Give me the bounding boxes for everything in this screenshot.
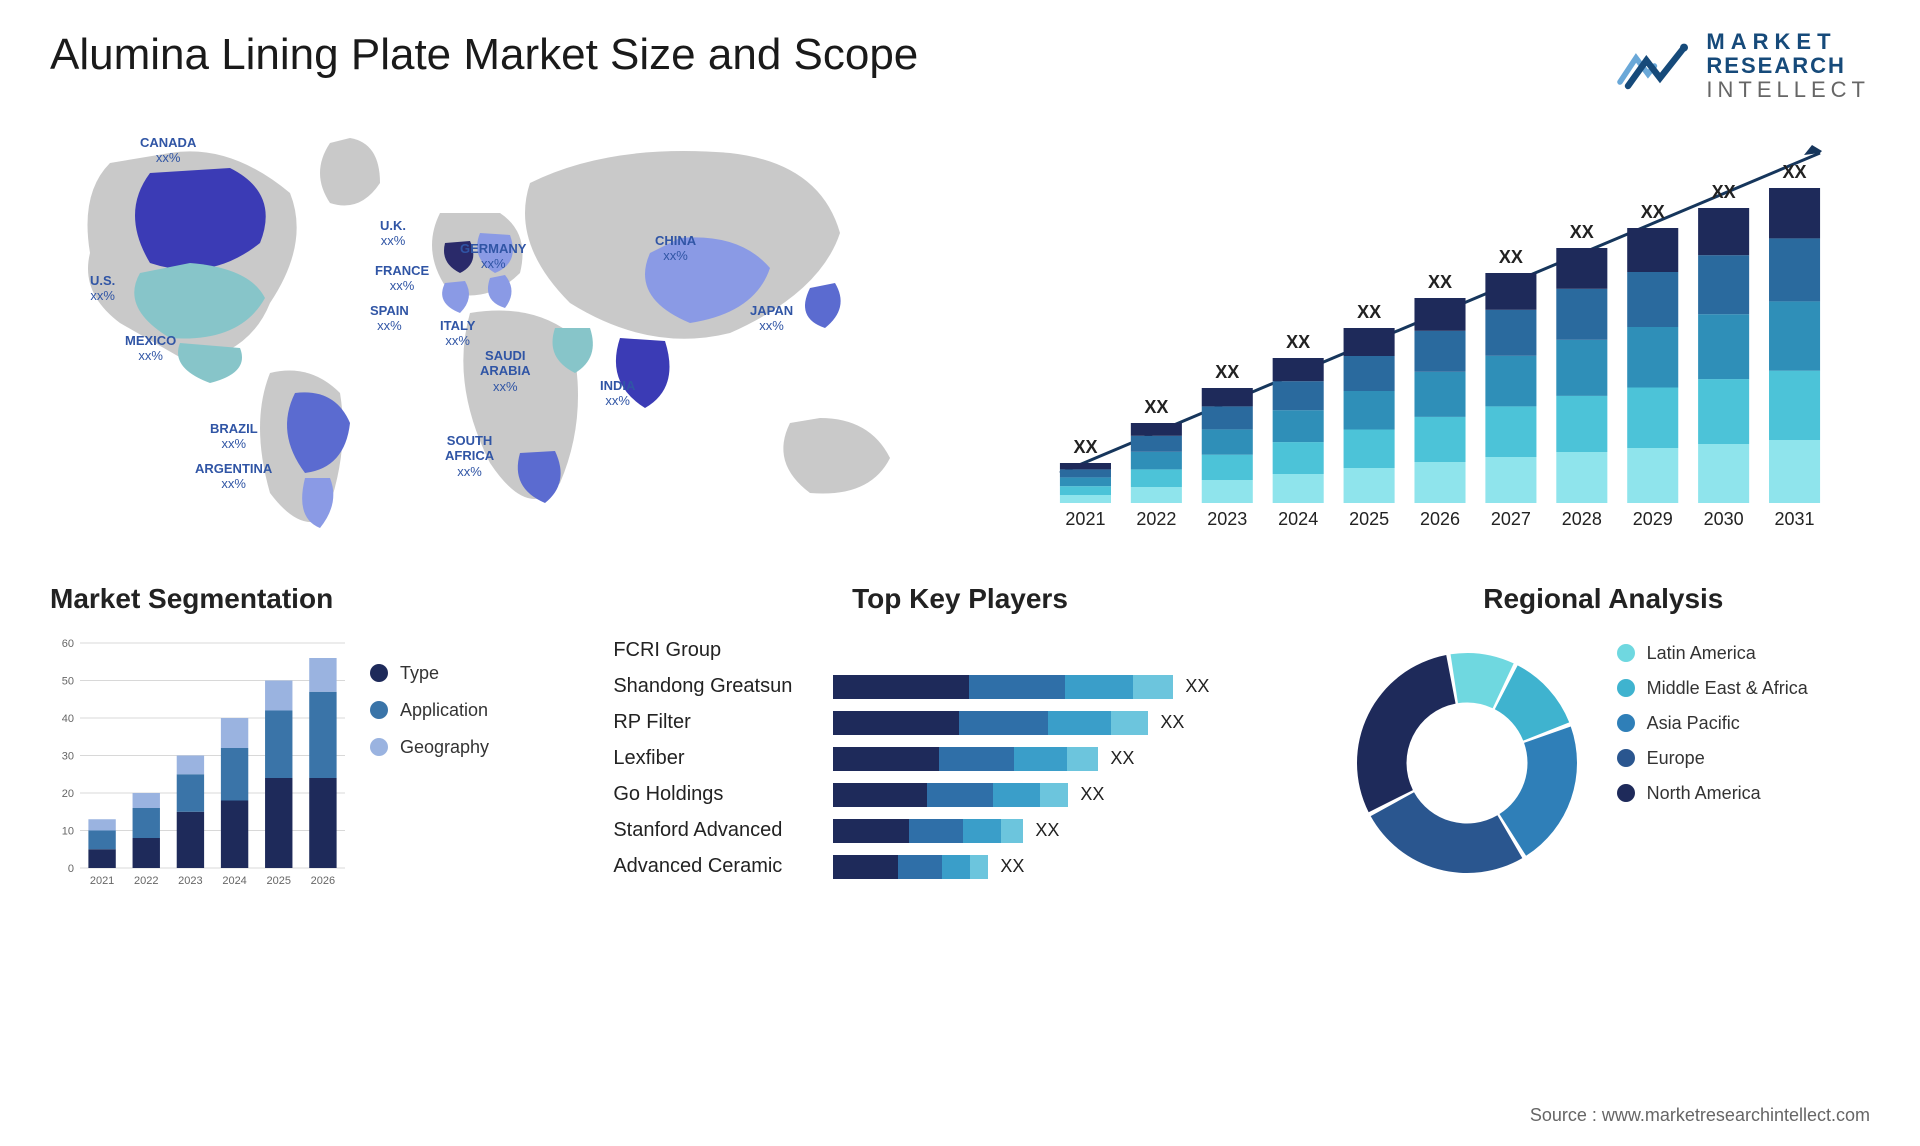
map-label-saudi-arabia: SAUDIARABIAxx% bbox=[480, 348, 531, 395]
svg-text:2024: 2024 bbox=[222, 875, 246, 887]
player-label: FCRI Group bbox=[613, 633, 813, 669]
svg-text:XX: XX bbox=[1712, 182, 1736, 202]
map-label-argentina: ARGENTINAxx% bbox=[195, 461, 272, 492]
logo-icon bbox=[1616, 36, 1696, 96]
svg-text:2022: 2022 bbox=[134, 875, 158, 887]
map-label-mexico: MEXICOxx% bbox=[125, 333, 176, 364]
player-label: Shandong Greatsun bbox=[613, 669, 813, 705]
player-bar-row: XX bbox=[833, 849, 1306, 885]
segmentation-panel: Market Segmentation 0 10 20 30 40 50 60 2021 202… bbox=[50, 583, 583, 898]
svg-text:XX: XX bbox=[1144, 397, 1168, 417]
page-title: Alumina Lining Plate Market Size and Sco… bbox=[50, 30, 918, 80]
svg-text:10: 10 bbox=[62, 825, 74, 837]
map-label-japan: JAPANxx% bbox=[750, 303, 793, 334]
svg-text:2026: 2026 bbox=[311, 875, 335, 887]
map-label-france: FRANCExx% bbox=[375, 263, 429, 294]
player-label: Go Holdings bbox=[613, 777, 813, 813]
source-text: Source : www.marketresearchintellect.com bbox=[1530, 1105, 1870, 1126]
map-label-india: INDIAxx% bbox=[600, 378, 635, 409]
svg-text:2026: 2026 bbox=[1420, 509, 1460, 529]
region-legend-asia-pacific: Asia Pacific bbox=[1617, 713, 1870, 734]
svg-text:2031: 2031 bbox=[1775, 509, 1815, 529]
brand-logo: MARKET RESEARCH INTELLECT bbox=[1616, 30, 1870, 103]
map-label-spain: SPAINxx% bbox=[370, 303, 409, 334]
svg-text:2023: 2023 bbox=[178, 875, 202, 887]
svg-text:XX: XX bbox=[1499, 247, 1523, 267]
svg-text:2025: 2025 bbox=[1349, 509, 1389, 529]
svg-text:2030: 2030 bbox=[1704, 509, 1744, 529]
logo-text-1: MARKET bbox=[1706, 30, 1870, 54]
map-label-china: CHINAxx% bbox=[655, 233, 696, 264]
map-label-u-s-: U.S.xx% bbox=[90, 273, 115, 304]
svg-text:2023: 2023 bbox=[1207, 509, 1247, 529]
svg-text:30: 30 bbox=[62, 750, 74, 762]
player-bar-row: XX bbox=[833, 813, 1306, 849]
svg-text:2025: 2025 bbox=[267, 875, 291, 887]
svg-text:2027: 2027 bbox=[1491, 509, 1531, 529]
svg-text:2028: 2028 bbox=[1562, 509, 1602, 529]
player-label: Lexfiber bbox=[613, 741, 813, 777]
player-bar-row: XX bbox=[833, 741, 1306, 777]
svg-text:2021: 2021 bbox=[90, 875, 114, 887]
seg-legend-application: Application bbox=[370, 700, 583, 721]
map-label-italy: ITALYxx% bbox=[440, 318, 475, 349]
logo-text-3: INTELLECT bbox=[1706, 78, 1870, 102]
segmentation-title: Market Segmentation bbox=[50, 583, 583, 615]
seg-legend-type: Type bbox=[370, 663, 583, 684]
svg-text:2029: 2029 bbox=[1633, 509, 1673, 529]
map-label-germany: GERMANYxx% bbox=[460, 241, 526, 272]
svg-text:50: 50 bbox=[62, 675, 74, 687]
svg-text:XX: XX bbox=[1215, 362, 1239, 382]
player-label: Stanford Advanced bbox=[613, 813, 813, 849]
regional-title: Regional Analysis bbox=[1337, 583, 1870, 615]
player-value: XX bbox=[1185, 676, 1209, 697]
player-bar-row bbox=[833, 633, 1306, 669]
svg-text:XX: XX bbox=[1641, 202, 1665, 222]
region-legend-latin-america: Latin America bbox=[1617, 643, 1870, 664]
world-map: CANADAxx% U.S.xx% MEXICOxx% BRAZILxx% ARGENT… bbox=[50, 123, 970, 543]
svg-text:2021: 2021 bbox=[1065, 509, 1105, 529]
svg-text:60: 60 bbox=[62, 638, 74, 650]
player-value: XX bbox=[1160, 712, 1184, 733]
svg-text:XX: XX bbox=[1570, 222, 1594, 242]
svg-text:XX: XX bbox=[1073, 437, 1097, 457]
svg-text:40: 40 bbox=[62, 713, 74, 725]
region-legend-north-america: North America bbox=[1617, 783, 1870, 804]
svg-text:2022: 2022 bbox=[1136, 509, 1176, 529]
player-bar-row: XX bbox=[833, 705, 1306, 741]
player-value: XX bbox=[1080, 784, 1104, 805]
player-value: XX bbox=[1000, 856, 1024, 877]
players-panel: Top Key Players FCRI GroupShandong Great… bbox=[613, 583, 1306, 898]
seg-legend-geography: Geography bbox=[370, 737, 583, 758]
map-label-brazil: BRAZILxx% bbox=[210, 421, 258, 452]
svg-text:20: 20 bbox=[62, 788, 74, 800]
regional-panel: Regional Analysis Latin America Middle Ea… bbox=[1337, 583, 1870, 898]
svg-text:XX: XX bbox=[1428, 272, 1452, 292]
svg-text:XX: XX bbox=[1783, 162, 1807, 182]
logo-text-2: RESEARCH bbox=[1706, 54, 1870, 78]
player-bar-row: XX bbox=[833, 777, 1306, 813]
map-label-south-africa: SOUTHAFRICAxx% bbox=[445, 433, 494, 480]
players-title: Top Key Players bbox=[613, 583, 1306, 615]
svg-text:0: 0 bbox=[68, 863, 74, 875]
player-value: XX bbox=[1110, 748, 1134, 769]
player-bar-row: XX bbox=[833, 669, 1306, 705]
svg-text:XX: XX bbox=[1357, 302, 1381, 322]
main-bar-chart: XX 2021 XX 2022 XX 2023 XX 2024 XX 2025 XX 2026 XX 20… bbox=[1010, 123, 1870, 543]
svg-text:XX: XX bbox=[1286, 332, 1310, 352]
svg-text:2024: 2024 bbox=[1278, 509, 1318, 529]
player-label: Advanced Ceramic bbox=[613, 849, 813, 885]
region-legend-middle-east-africa: Middle East & Africa bbox=[1617, 678, 1870, 699]
player-label: RP Filter bbox=[613, 705, 813, 741]
map-label-canada: CANADAxx% bbox=[140, 135, 196, 166]
player-value: XX bbox=[1035, 820, 1059, 841]
map-label-u-k-: U.K.xx% bbox=[380, 218, 406, 249]
region-legend-europe: Europe bbox=[1617, 748, 1870, 769]
